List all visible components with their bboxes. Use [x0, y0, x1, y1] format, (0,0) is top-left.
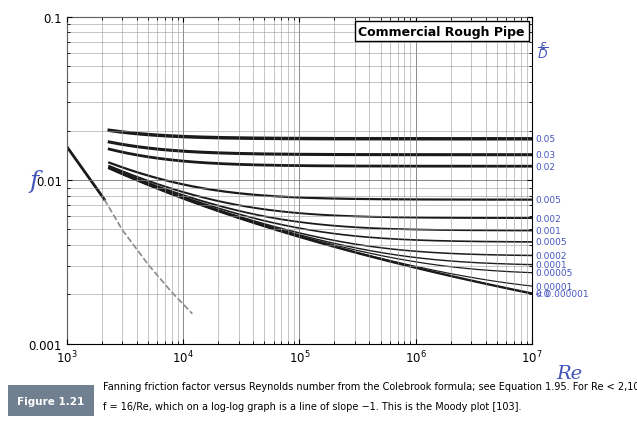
Text: 0.05: 0.05 — [535, 135, 555, 144]
Text: 0.03: 0.03 — [535, 151, 555, 160]
Text: Re: Re — [556, 364, 582, 382]
Text: $\varepsilon$: $\varepsilon$ — [538, 39, 547, 52]
Text: 0.001: 0.001 — [535, 226, 561, 236]
Text: 0.002: 0.002 — [535, 214, 561, 223]
Text: 0.00005: 0.00005 — [535, 268, 573, 278]
Text: f = 16/Re, which on a log-log graph is a line of slope −1. This is the Moody plo: f = 16/Re, which on a log-log graph is a… — [103, 401, 522, 411]
Text: f: f — [30, 169, 39, 192]
Text: 0.0005: 0.0005 — [535, 238, 567, 247]
Text: Figure 1.21: Figure 1.21 — [17, 396, 84, 406]
Text: 0.0002: 0.0002 — [535, 251, 566, 260]
Text: 0.00001: 0.00001 — [535, 282, 573, 291]
Text: Commercial Rough Pipe: Commercial Rough Pipe — [359, 26, 525, 39]
Text: Fanning friction factor versus Reynolds number from the Colebrook formula; see E: Fanning friction factor versus Reynolds … — [103, 381, 637, 391]
Text: < 0.000001: < 0.000001 — [535, 289, 589, 298]
Text: 0.0001: 0.0001 — [535, 261, 567, 269]
Text: 0.0: 0.0 — [535, 290, 550, 298]
Text: 0.005: 0.005 — [535, 196, 561, 205]
Text: 0.02: 0.02 — [535, 162, 555, 171]
Text: $\overline{D}$: $\overline{D}$ — [537, 47, 548, 62]
